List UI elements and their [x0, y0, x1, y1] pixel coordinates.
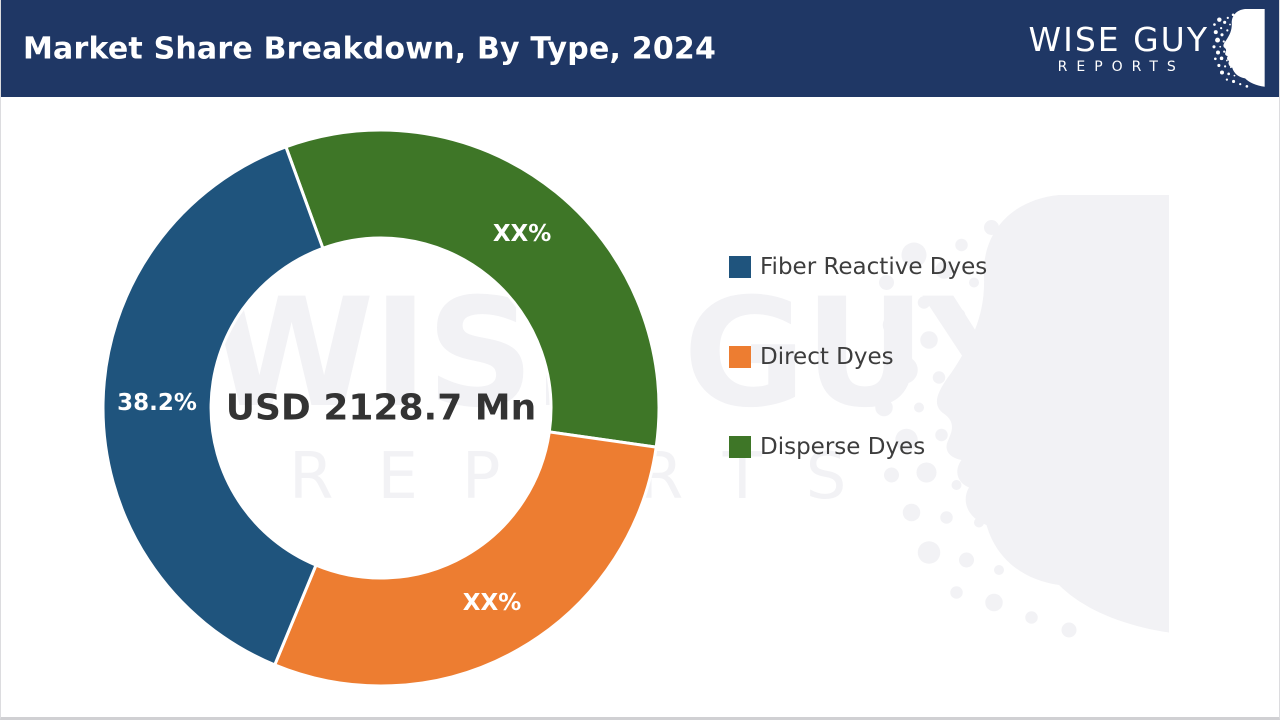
- legend-label: Disperse Dyes: [760, 434, 926, 460]
- legend-item-disperse-dyes: Disperse Dyes: [729, 435, 987, 459]
- logo-face-icon: [1212, 9, 1265, 88]
- chart-legend: Fiber Reactive Dyes Direct Dyes Disperse D…: [729, 255, 987, 525]
- donut-segment-disperse-dyes: [283, 128, 661, 449]
- logo-subtext: REPORTS: [1057, 58, 1185, 75]
- legend-swatch: [729, 346, 751, 368]
- donut-chart-svg: [101, 128, 661, 688]
- chart-center-value: USD 2128.7 Mn: [225, 387, 537, 429]
- legend-item-fiber-reactive-dyes: Fiber Reactive Dyes: [729, 255, 987, 279]
- legend-item-direct-dyes: Direct Dyes: [729, 345, 987, 369]
- chart-title: Market Share Breakdown, By Type, 2024: [23, 31, 717, 66]
- segment-value-label: XX%: [462, 589, 522, 616]
- wise-guy-reports-logo: WISE GUY REPORTS: [1028, 7, 1265, 91]
- header-bar: Market Share Breakdown, By Type, 2024 WI…: [1, 0, 1279, 97]
- legend-label: Direct Dyes: [760, 344, 894, 370]
- segment-value-label: XX%: [492, 221, 552, 248]
- donut-segment-direct-dyes: [272, 430, 658, 688]
- legend-swatch: [729, 256, 751, 278]
- donut-chart: USD 2128.7 Mn XX% XX% 38.2%: [101, 128, 661, 688]
- legend-label: Fiber Reactive Dyes: [760, 254, 988, 280]
- chart-canvas: WISE GUY REPORTS USD 2128.7 Mn XX%XX%38.…: [1, 97, 1279, 717]
- donut-segment-fiber-reactive-dyes: [101, 144, 325, 667]
- logo-wordmark: WISE GUY: [1028, 20, 1209, 60]
- legend-swatch: [729, 436, 751, 458]
- logo-text: WISE GUY REPORTS: [1028, 23, 1209, 75]
- segment-value-label: 38.2%: [117, 390, 197, 417]
